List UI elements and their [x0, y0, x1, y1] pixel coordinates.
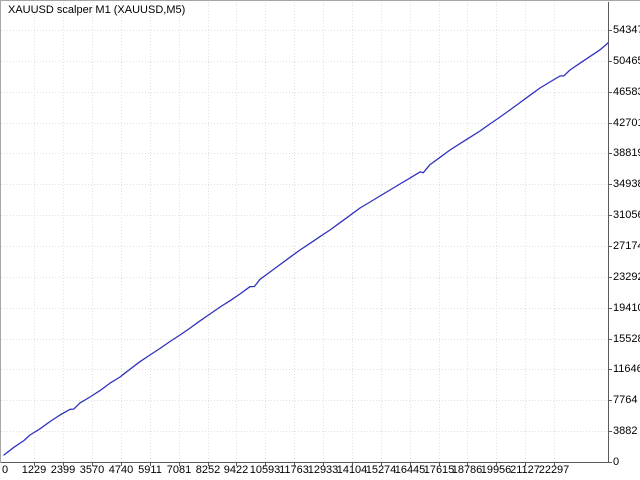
x-axis-label: 12933: [307, 464, 339, 476]
x-axis-label: 11763: [279, 464, 309, 476]
x-axis-label: 7081: [166, 464, 192, 476]
x-axis-label: 1229: [21, 464, 47, 476]
x-axis-label: 9422: [223, 464, 249, 476]
x-axis-label: 18786: [451, 464, 483, 476]
y-axis-label: 23292: [613, 271, 640, 283]
x-axis-label: 22297: [538, 464, 570, 476]
y-axis-label: 3882: [613, 425, 638, 437]
x-axis-label: 10593: [249, 464, 281, 476]
x-axis-label: 14104: [336, 464, 368, 476]
y-axis-label: 27174: [613, 240, 640, 252]
y-axis-label: 38819: [613, 147, 640, 159]
y-axis-label: 50465: [613, 55, 640, 67]
axis-group: [1, 2, 612, 466]
gridlines-group: [1, 2, 608, 462]
chart-title: XAUUSD scalper M1 (XAUUSD,M5): [8, 4, 186, 16]
x-axis-label: 3570: [79, 464, 105, 476]
y-axis-label: 46583: [613, 86, 640, 98]
outer-border-top: [0, 0, 640, 1]
x-axis-label: 0: [2, 464, 9, 476]
x-axis-label: 4740: [108, 464, 134, 476]
x-axis-label: 8252: [195, 464, 221, 476]
y-axis-label: 34938: [613, 178, 640, 190]
x-axis-label: 17615: [423, 464, 455, 476]
y-axis-label: 15528: [613, 333, 640, 345]
x-axis-label: 19956: [480, 464, 512, 476]
x-axis-label: 2399: [50, 464, 76, 476]
y-axis-label: 0: [613, 456, 620, 468]
x-axis-label: 5911: [138, 464, 162, 476]
outer-border-left: [0, 0, 1, 463]
x-axis-label: 15274: [365, 464, 397, 476]
y-axis-label: 42701: [613, 117, 640, 129]
y-axis-label: 19410: [613, 302, 640, 314]
x-axis-label: 16445: [394, 464, 426, 476]
balance-curve-group: [3, 42, 609, 456]
y-axis-label: 7764: [613, 394, 638, 406]
x-axis-label: 21127: [510, 464, 540, 476]
y-axis-label: 11646: [613, 363, 640, 375]
y-axis-label: 31056: [613, 209, 640, 221]
y-axis-label: 54347: [613, 24, 640, 36]
